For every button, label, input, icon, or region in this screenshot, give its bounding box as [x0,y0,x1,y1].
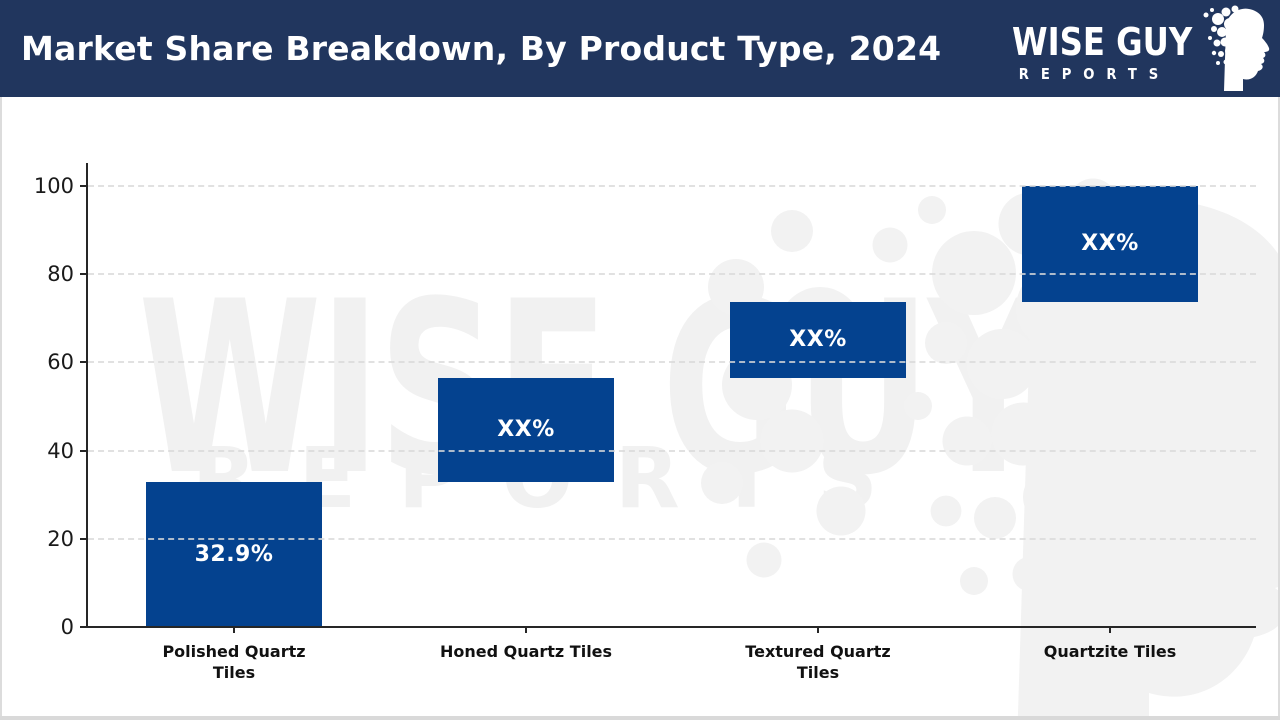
gridline-y40 [88,449,1256,452]
y-tick-mark [80,361,87,364]
bar-value-label: XX% [497,417,555,443]
wise-guy-reports-logo: WISE GUY REPORTS [1012,5,1270,92]
bar-value-label: XX% [1081,231,1139,257]
y-tick-label: 0 [60,615,74,639]
bar-3: XX% [730,301,906,378]
bar-value-label: 32.9% [194,541,274,567]
bar-4: XX% [1022,186,1198,302]
bar-1: 32.9% [146,481,322,627]
gridline-y20 [88,537,1256,540]
y-tick-mark [80,626,87,628]
category-label: Quartzite Tiles [1043,642,1177,661]
gridline-y60 [88,361,1256,364]
y-tick-mark [80,449,87,452]
logo-reports-text: REPORTS [1019,66,1170,83]
y-tick-label: 40 [47,438,74,463]
category-label: Textured Quartz Tiles [745,642,891,682]
footer-strip [0,716,1280,720]
bar-2: XX% [438,377,614,482]
bar-value-label: XX% [789,327,847,353]
y-tick-label: 60 [47,350,74,375]
right-border [1278,97,1280,720]
logo-face-icon [1203,5,1270,92]
gridline-y100 [88,185,1256,187]
y-tick-label: 80 [47,262,74,287]
y-tick-label: 20 [47,526,74,551]
y-tick-mark [80,273,87,276]
category-label: Honed Quartz Tiles [439,642,613,661]
header-bar: Market Share Breakdown, By Product Type,… [0,0,1280,97]
left-border [0,97,2,720]
x-tick-mark [233,627,235,633]
logo-wiseguy-text: WISE GUY [1012,21,1193,65]
x-axis-spine [86,626,1256,628]
y-tick-mark [80,537,87,540]
y-tick-mark [80,185,87,187]
y-axis-spine [86,163,88,628]
gridline-y80 [88,273,1256,276]
y-tick-label: 100 [33,174,74,198]
x-tick-mark [1109,627,1111,633]
category-label: Polished Quartz Tiles [162,642,306,682]
x-tick-mark [525,627,527,633]
page-title: Market Share Breakdown, By Product Type,… [21,29,942,68]
x-tick-mark [817,627,819,633]
